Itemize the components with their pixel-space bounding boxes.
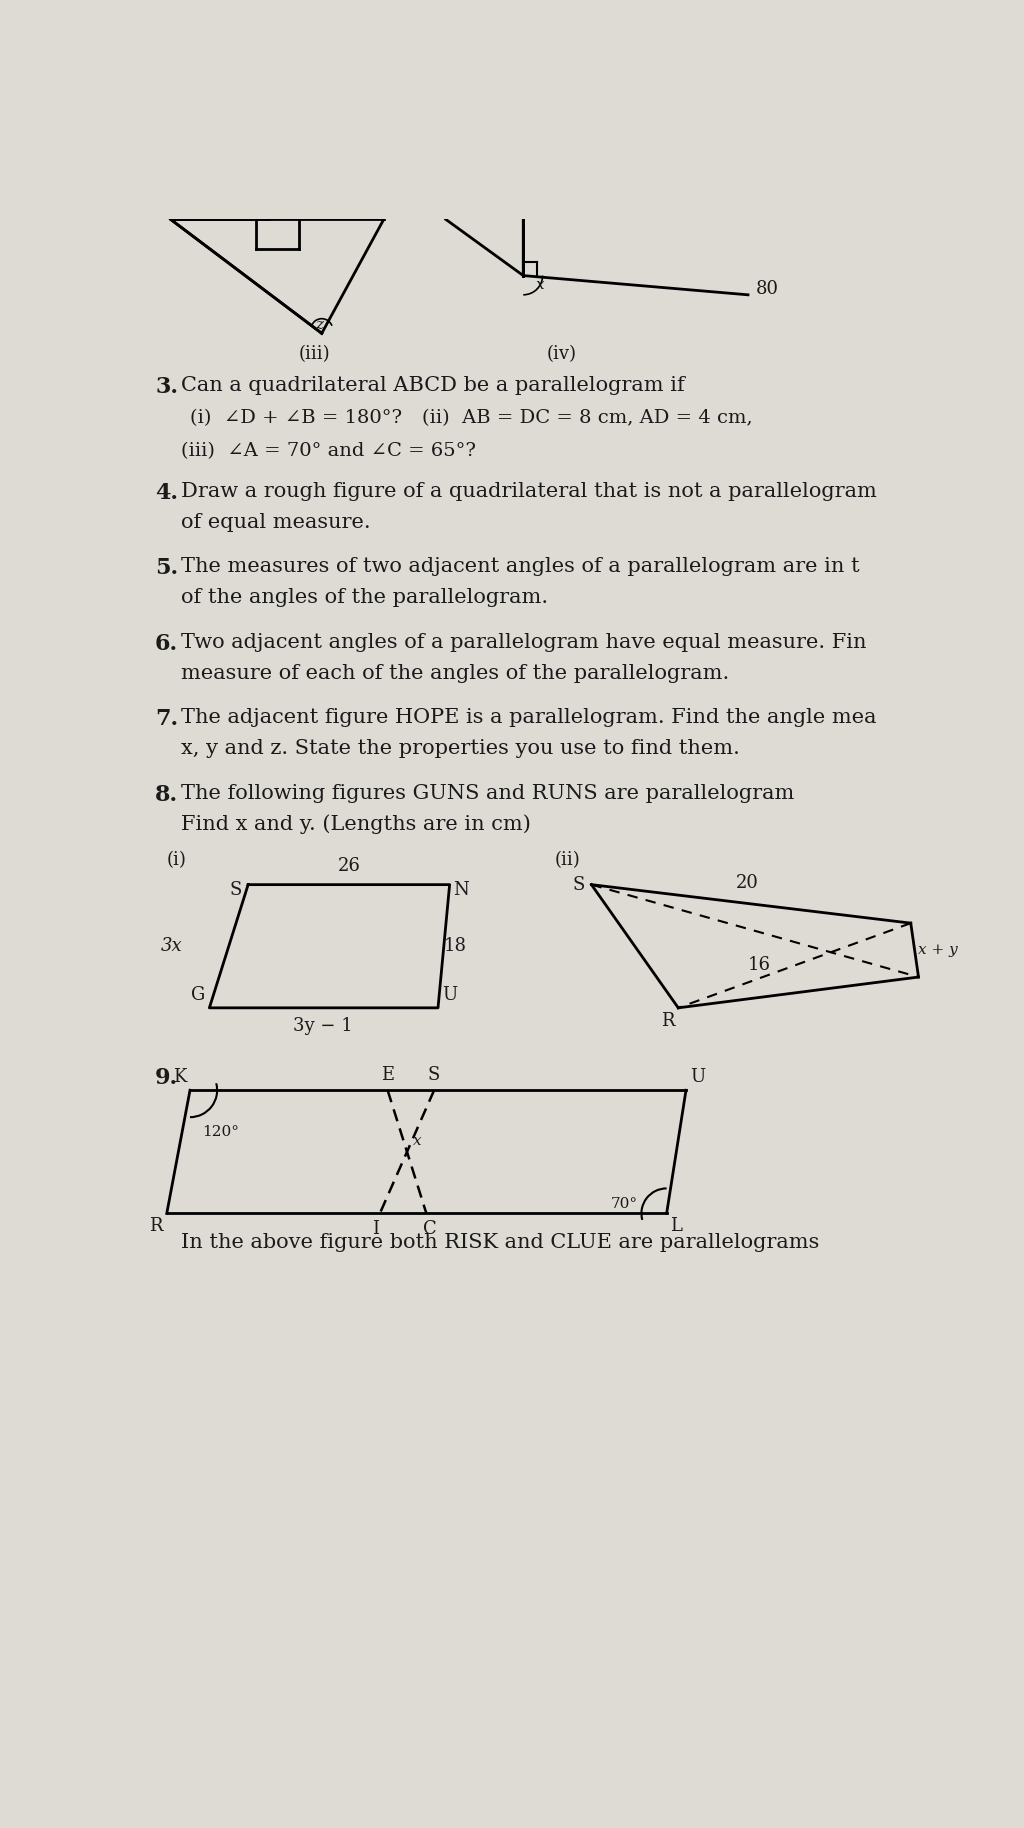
Text: The following figures GUNS and RUNS are parallelogram: The following figures GUNS and RUNS are …	[180, 784, 794, 802]
Text: 5.: 5.	[155, 558, 178, 579]
Text: x: x	[414, 1133, 422, 1148]
Text: z: z	[315, 318, 324, 333]
Text: In the above figure both RISK and CLUE are parallelograms: In the above figure both RISK and CLUE a…	[180, 1232, 819, 1252]
Text: R: R	[150, 1217, 163, 1236]
Text: The adjacent figure HOPE is a parallelogram. Find the angle mea: The adjacent figure HOPE is a parallelog…	[180, 707, 877, 728]
Text: 120°: 120°	[202, 1124, 239, 1139]
Text: C: C	[423, 1219, 437, 1238]
Text: 3x: 3x	[161, 938, 182, 956]
Text: x, y and z. State the properties you use to find them.: x, y and z. State the properties you use…	[180, 739, 739, 759]
Text: S: S	[229, 881, 242, 899]
Text: 18: 18	[444, 938, 467, 956]
Text: K: K	[173, 1068, 186, 1086]
Text: Draw a rough figure of a quadrilateral that is not a parallelogram: Draw a rough figure of a quadrilateral t…	[180, 483, 877, 501]
Text: 6.: 6.	[155, 632, 178, 654]
Text: 26: 26	[338, 857, 360, 876]
Text: (ii): (ii)	[554, 852, 580, 870]
Text: 3y − 1: 3y − 1	[294, 1016, 353, 1035]
Text: of the angles of the parallelogram.: of the angles of the parallelogram.	[180, 589, 548, 607]
Text: measure of each of the angles of the parallelogram.: measure of each of the angles of the par…	[180, 664, 729, 682]
Text: I: I	[373, 1219, 380, 1238]
Text: Find x and y. (Lengths are in cm): Find x and y. (Lengths are in cm)	[180, 815, 530, 834]
Text: (ii)  AB = DC = 8 cm, AD = 4 cm,: (ii) AB = DC = 8 cm, AD = 4 cm,	[423, 409, 753, 428]
Text: N: N	[454, 881, 469, 899]
Text: The measures of two adjacent angles of a parallelogram are in t: The measures of two adjacent angles of a…	[180, 558, 859, 576]
Text: (i): (i)	[167, 852, 186, 870]
Text: 9.: 9.	[155, 1068, 178, 1089]
Text: L: L	[671, 1217, 682, 1236]
Text: E: E	[381, 1066, 394, 1084]
Text: S: S	[572, 876, 586, 894]
Text: x + y: x + y	[919, 943, 958, 958]
Text: 20: 20	[736, 874, 759, 892]
Text: U: U	[690, 1068, 706, 1086]
Text: 7.: 7.	[155, 707, 178, 731]
Text: (i)  ∠D + ∠B = 180°?: (i) ∠D + ∠B = 180°?	[190, 409, 402, 428]
Text: 4.: 4.	[155, 483, 178, 505]
Text: 70°: 70°	[611, 1197, 638, 1212]
Text: 80: 80	[756, 280, 778, 298]
Text: 3.: 3.	[155, 377, 178, 399]
Text: G: G	[191, 985, 206, 1004]
Text: (iii)  ∠A = 70° and ∠C = 65°?: (iii) ∠A = 70° and ∠C = 65°?	[180, 442, 476, 461]
Text: x: x	[537, 278, 545, 292]
Text: of equal measure.: of equal measure.	[180, 512, 371, 532]
Text: R: R	[660, 1011, 675, 1029]
Text: (iii): (iii)	[298, 345, 330, 364]
Text: (iv): (iv)	[547, 345, 577, 364]
Text: Can a quadrilateral ABCD be a parallelogram if: Can a quadrilateral ABCD be a parallelog…	[180, 377, 684, 395]
Text: 8.: 8.	[155, 784, 178, 806]
Text: U: U	[442, 985, 457, 1004]
Text: S: S	[428, 1066, 440, 1084]
Text: 16: 16	[749, 956, 771, 974]
Text: Two adjacent angles of a parallelogram have equal measure. Fin: Two adjacent angles of a parallelogram h…	[180, 632, 866, 653]
